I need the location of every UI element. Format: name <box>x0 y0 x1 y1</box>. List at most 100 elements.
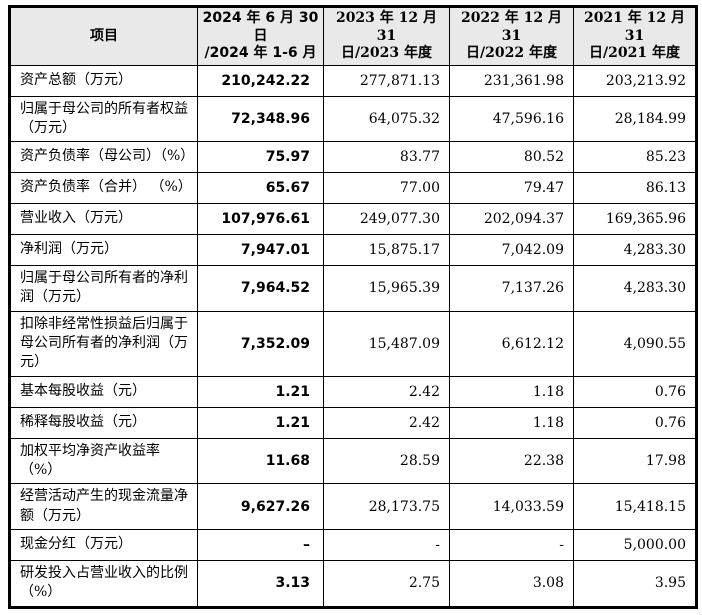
column-header-line2: 日/2021 年度 <box>589 45 680 61</box>
value-cell: 77.00 <box>323 172 450 205</box>
value-cell: 64,075.32 <box>323 95 450 143</box>
value-cell: 107,976.61 <box>197 203 324 236</box>
column-header-line2: 日/2023 年度 <box>341 45 432 61</box>
row-label: 资产负债率（合并） （%） <box>9 172 198 205</box>
value-cell: 277,871.13 <box>323 64 450 97</box>
value-cell: 2.42 <box>323 375 450 408</box>
column-header: 2021 年 12 月 31 日/2021 年度 <box>573 6 697 66</box>
value-cell: 3.08 <box>449 559 574 608</box>
value-cell: 85.23 <box>573 141 697 174</box>
value-cell: 83.77 <box>323 141 450 174</box>
value-cell: – <box>197 528 324 561</box>
value-cell: 1.18 <box>449 406 574 439</box>
column-header-line1: 2023 年 12 月 31 <box>335 10 438 44</box>
value-cell: 210,242.22 <box>197 64 324 97</box>
value-cell: 75.97 <box>197 141 324 174</box>
value-cell: 1.21 <box>197 375 324 408</box>
column-header: 2024 年 6 月 30 日/2024 年 1-6 月 <box>197 6 324 66</box>
table-body: 资产总额（万元） 210,242.22 277,871.13 231,361.98 20… <box>9 64 697 608</box>
row-label: 归属于母公司的所有者权益（万元） <box>9 95 198 143</box>
value-cell: 72,348.96 <box>197 95 324 143</box>
row-label: 经营活动产生的现金流量净额（万元） <box>9 483 198 530</box>
column-header: 2022 年 12 月 31 日/2022 年度 <box>449 6 574 66</box>
value-cell: 15,965.39 <box>323 265 450 312</box>
row-label: 稀释每股收益（元） <box>9 406 198 439</box>
column-header: 项目 <box>9 6 198 66</box>
value-cell: 7,964.52 <box>197 265 324 312</box>
value-cell: 4,090.55 <box>573 310 697 377</box>
column-header: 2023 年 12 月 31 日/2023 年度 <box>323 6 450 66</box>
value-cell: 7,042.09 <box>449 234 574 267</box>
table-header: 项目 2024 年 6 月 30 日/2024 年 1-6 月 2023 年 12 … <box>9 6 697 66</box>
value-cell: 28,173.75 <box>323 483 450 530</box>
value-cell: 7,137.26 <box>449 265 574 312</box>
value-cell: 203,213.92 <box>573 64 697 97</box>
table-row: 基本每股收益（元） 1.21 2.42 1.18 0.76 <box>9 375 697 408</box>
value-cell: 47,596.16 <box>449 95 574 143</box>
value-cell: 3.13 <box>197 559 324 608</box>
value-cell: 15,487.09 <box>323 310 450 377</box>
table-row: 扣除非经常性损益后归属于母公司所有者的净利润（万元） 7,352.09 15,487… <box>9 310 697 377</box>
row-label: 资产负债率（母公司）（%） <box>9 141 198 174</box>
value-cell: 4,283.30 <box>573 265 697 312</box>
value-cell: 9,627.26 <box>197 483 324 530</box>
row-label: 基本每股收益（元） <box>9 375 198 408</box>
value-cell: 15,418.15 <box>573 483 697 530</box>
header-row: 项目 2024 年 6 月 30 日/2024 年 1-6 月 2023 年 12 … <box>9 6 697 66</box>
row-label: 净利润（万元） <box>9 234 198 267</box>
value-cell: 7,947.01 <box>197 234 324 267</box>
value-cell: 2.42 <box>323 406 450 439</box>
column-header-line2: /2024 年 1-6 月 <box>204 45 317 61</box>
value-cell: 80.52 <box>449 141 574 174</box>
value-cell: - <box>323 528 450 561</box>
column-header-line1: 项目 <box>90 27 118 44</box>
table-row: 资产负债率（合并） （%） 65.67 77.00 79.47 86.13 <box>9 172 697 205</box>
value-cell: 28,184.99 <box>573 95 697 143</box>
table-row: 净利润（万元） 7,947.01 15,875.17 7,042.09 4,283.30 <box>9 234 697 267</box>
value-cell: 202,094.37 <box>449 203 574 236</box>
table-row: 归属于母公司的所有者权益（万元） 72,348.96 64,075.32 47,596… <box>9 95 697 143</box>
value-cell: 7,352.09 <box>197 310 324 377</box>
value-cell: 249,077.30 <box>323 203 450 236</box>
column-header-line1: 2022 年 12 月 31 <box>460 10 563 44</box>
value-cell: 6,612.12 <box>449 310 574 377</box>
value-cell: 4,283.30 <box>573 234 697 267</box>
row-label: 归属于母公司所有者的净利润（万元） <box>9 265 198 312</box>
value-cell: 11.68 <box>197 437 324 485</box>
financial-summary-table: 项目 2024 年 6 月 30 日/2024 年 1-6 月 2023 年 12 … <box>8 5 698 609</box>
column-header-line1: 2021 年 12 月 31 <box>583 10 686 44</box>
value-cell: 17.98 <box>573 437 697 485</box>
table-row: 稀释每股收益（元） 1.21 2.42 1.18 0.76 <box>9 406 697 439</box>
value-cell: 14,033.59 <box>449 483 574 530</box>
value-cell: 0.76 <box>573 406 697 439</box>
value-cell: 15,875.17 <box>323 234 450 267</box>
value-cell: 231,361.98 <box>449 64 574 97</box>
value-cell: 22.38 <box>449 437 574 485</box>
value-cell: 5,000.00 <box>573 528 697 561</box>
column-header-line1: 2024 年 6 月 30 日 <box>202 10 319 44</box>
table-row: 归属于母公司所有者的净利润（万元） 7,964.52 15,965.39 7,137.… <box>9 265 697 312</box>
value-cell: 1.18 <box>449 375 574 408</box>
row-label: 现金分红（万元） <box>9 528 198 561</box>
row-label: 研发投入占营业收入的比例（%） <box>9 559 198 608</box>
value-cell: 1.21 <box>197 406 324 439</box>
value-cell: 65.67 <box>197 172 324 205</box>
table-row: 资产负债率（母公司）（%） 75.97 83.77 80.52 85.23 <box>9 141 697 174</box>
column-header-line2: 日/2022 年度 <box>466 45 557 61</box>
table-row: 研发投入占营业收入的比例（%） 3.13 2.75 3.08 3.95 <box>9 559 697 608</box>
value-cell: 28.59 <box>323 437 450 485</box>
row-label: 扣除非经常性损益后归属于母公司所有者的净利润（万元） <box>9 310 198 377</box>
row-label: 加权平均净资产收益率（%） <box>9 437 198 485</box>
table-row: 现金分红（万元） – - -5,000.00 <box>9 528 697 561</box>
value-cell: 0.76 <box>573 375 697 408</box>
table-row: 营业收入（万元） 107,976.61 249,077.30 202,094.37 16… <box>9 203 697 236</box>
value-cell: 86.13 <box>573 172 697 205</box>
value-cell: - <box>449 528 574 561</box>
table-row: 加权平均净资产收益率（%） 11.68 28.59 22.38 17.98 <box>9 437 697 485</box>
value-cell: 79.47 <box>449 172 574 205</box>
value-cell: 2.75 <box>323 559 450 608</box>
table-row: 经营活动产生的现金流量净额（万元） 9,627.26 28,173.75 14,033… <box>9 483 697 530</box>
row-label: 营业收入（万元） <box>9 203 198 236</box>
value-cell: 3.95 <box>573 559 697 608</box>
